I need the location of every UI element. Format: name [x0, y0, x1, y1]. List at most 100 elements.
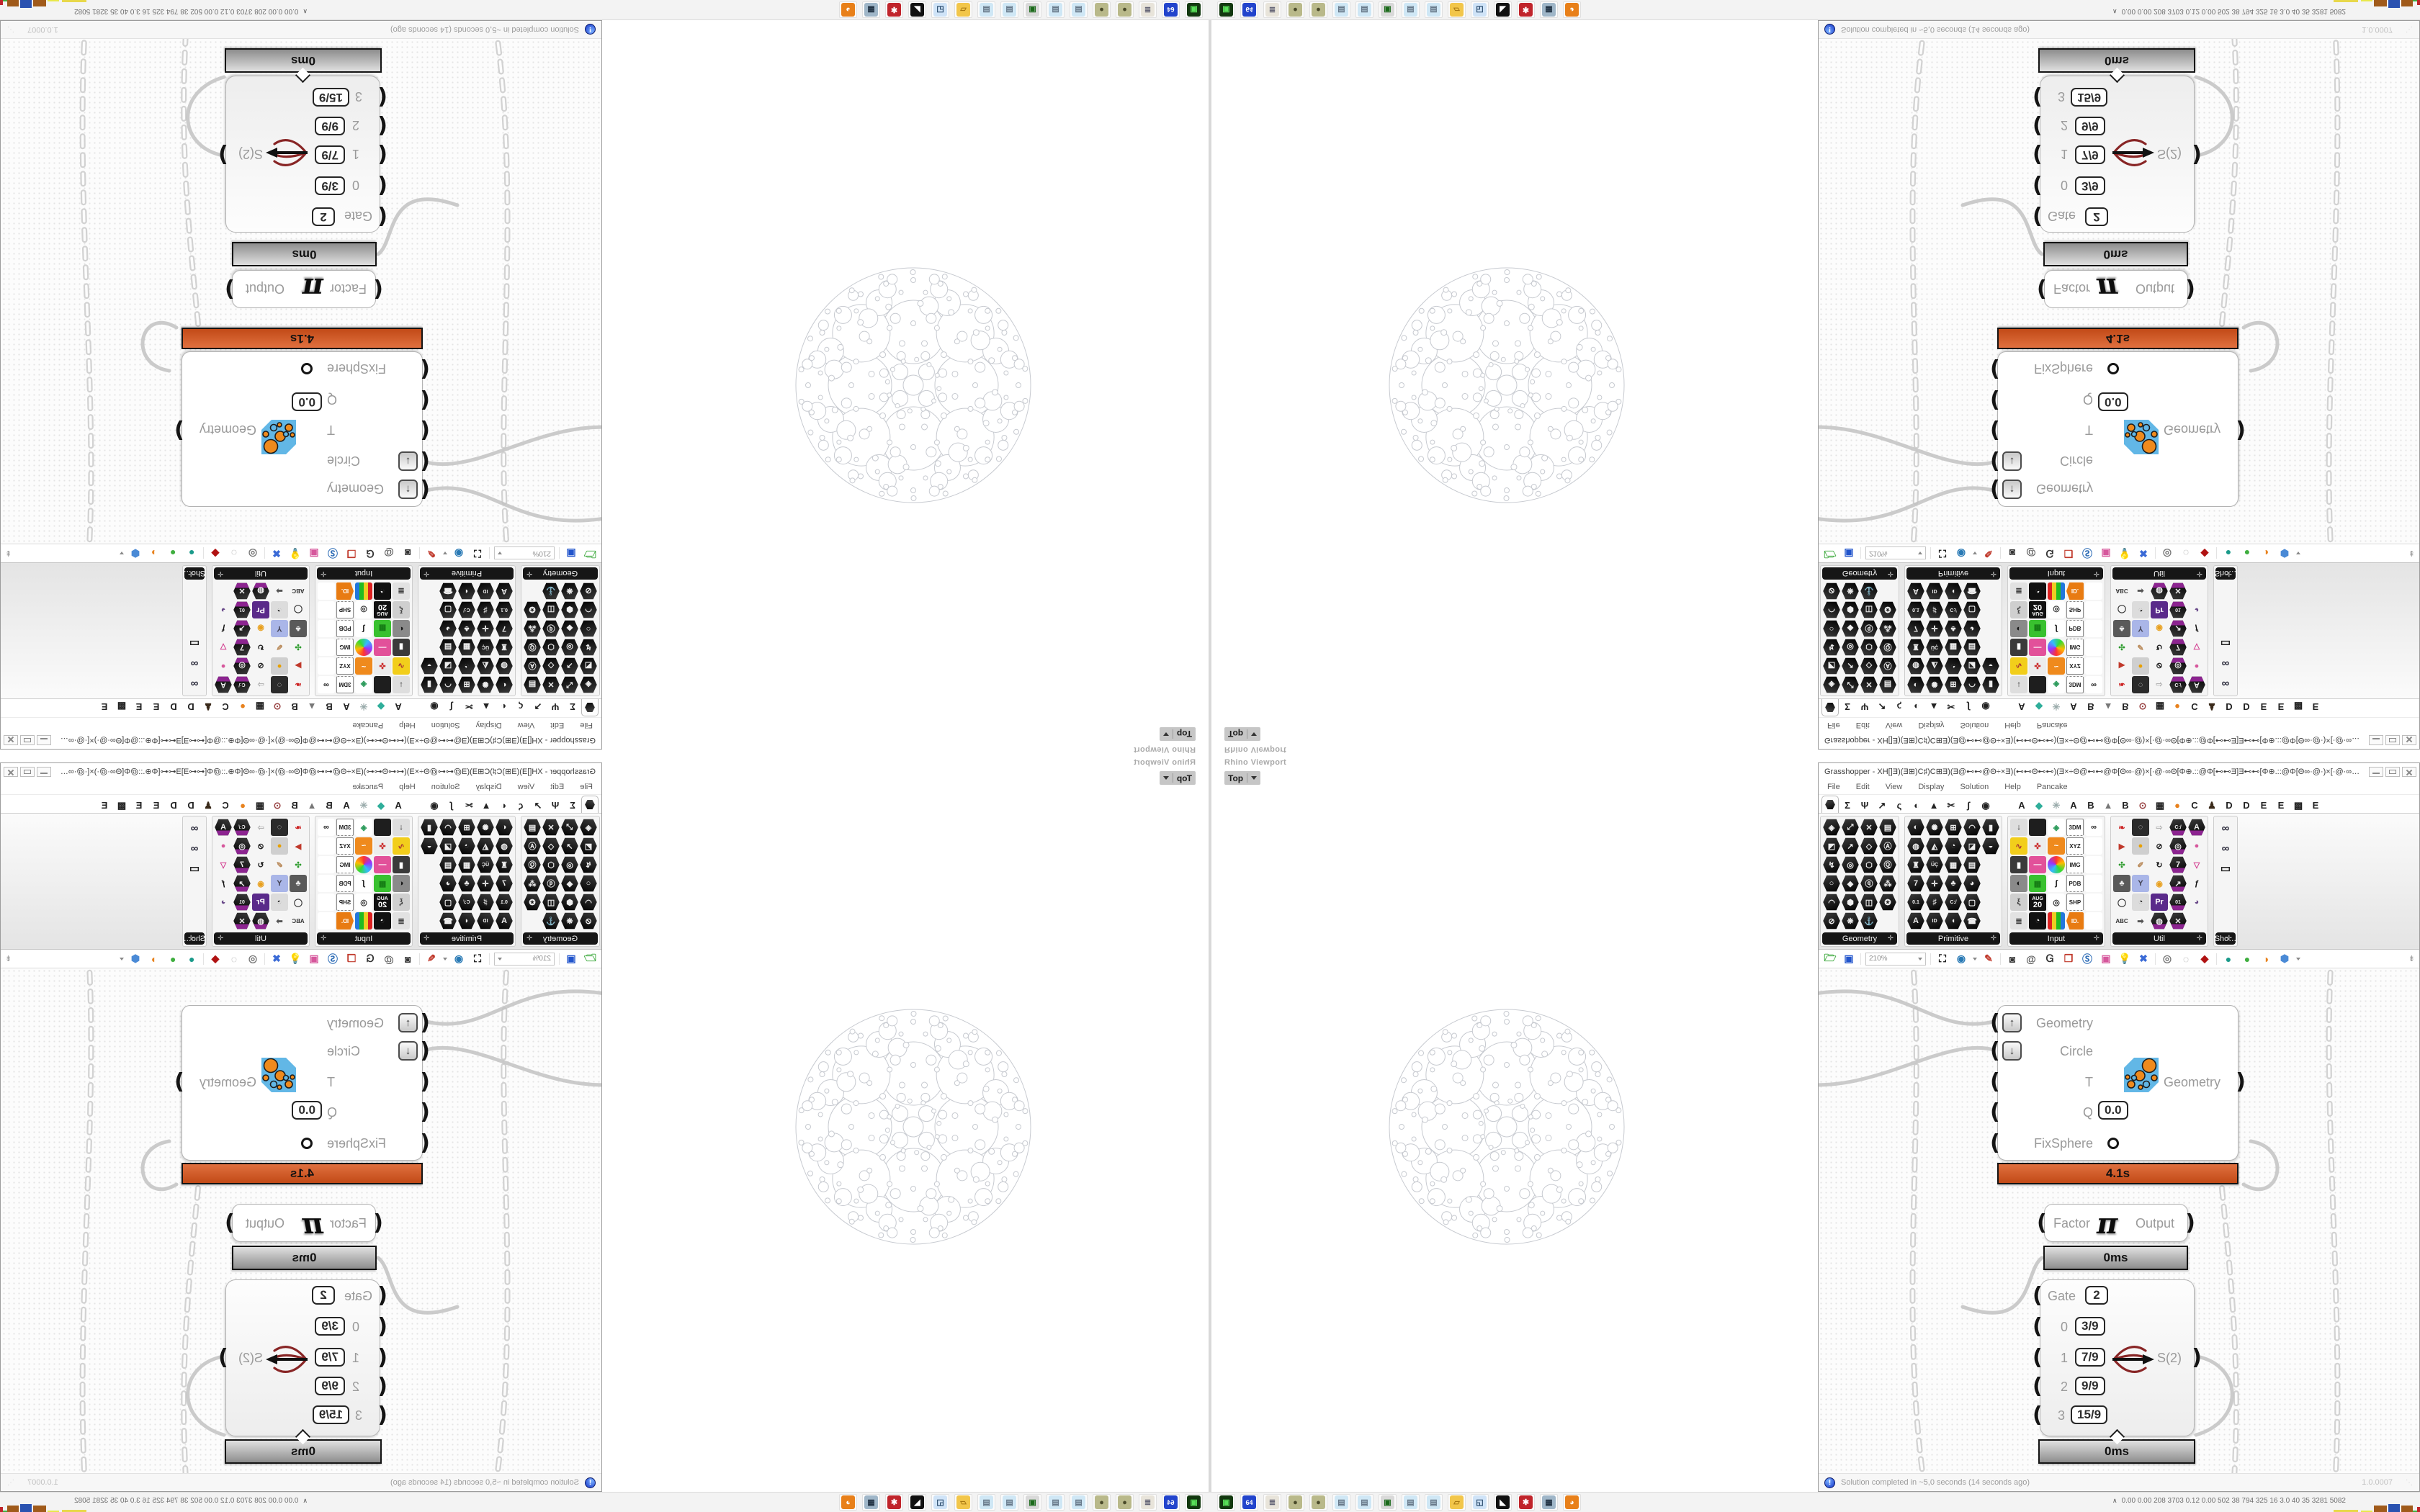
balloon-icon[interactable]: 💡 [289, 548, 302, 559]
palette-label[interactable]: Util ✛ [214, 932, 308, 945]
component-icon[interactable]: A [215, 676, 232, 693]
ribbon-tab-E[interactable]: E [2260, 701, 2267, 712]
internalise-up-icon[interactable]: ↑ [398, 1013, 418, 1032]
palette-expand-icon[interactable]: ✛ [1990, 935, 1996, 942]
ribbon-tab-flower[interactable]: ✳ [359, 799, 368, 811]
component-icon[interactable]: Ⓐ [1879, 837, 1896, 855]
taskbar-firefox-icon[interactable]: ◕ [1563, 1494, 1581, 1511]
palette-expand-icon[interactable]: ✛ [1887, 570, 1894, 577]
component-icon[interactable] [355, 912, 372, 930]
component-icon[interactable]: ♯ [477, 601, 494, 618]
ribbon-tab-orange-dot[interactable]: ● [240, 701, 246, 712]
save-file-icon[interactable]: ▣ [566, 953, 576, 964]
extract-down-icon[interactable]: ↓ [2002, 451, 2022, 471]
maximize-button[interactable] [2385, 766, 2400, 777]
component-icon[interactable]: ⤢ [561, 819, 578, 836]
component-icon[interactable]: ◐ [496, 819, 513, 836]
orange-sphere-icon[interactable]: ◑ [151, 547, 158, 559]
palette-label[interactable]: Sho… ✛ [184, 932, 205, 945]
component-icon[interactable]: ✛ [1926, 620, 1943, 637]
fixsphere-component[interactable]: ( ( ( ( ( ) ↑ ↓ Geometry Circle T Q FixS… [174, 351, 430, 507]
component-icon[interactable]: ⁂ [1879, 620, 1896, 637]
gem-icon[interactable]: ◆ [211, 953, 220, 964]
resize-grip[interactable]: ⋱ [6, 1478, 14, 1487]
component-icon[interactable]: C:/ [1945, 894, 1962, 911]
component-icon[interactable]: ◎ [561, 639, 578, 656]
input-socket[interactable]: ( [1990, 449, 2000, 474]
orange-sphere-icon[interactable]: ◑ [2262, 547, 2269, 559]
taskbar-red-gear-icon[interactable]: ✱ [885, 1494, 903, 1511]
palette-label[interactable]: Geometry ✛ [523, 932, 598, 945]
palette-label[interactable]: Sho… ✛ [2215, 567, 2236, 580]
component-icon[interactable]: ƒ [220, 624, 226, 633]
toolbar-overflow-icon[interactable]: ⇟ [2408, 955, 2415, 963]
component-icon[interactable] [318, 657, 335, 675]
preview-eye-icon[interactable]: ◉ [454, 548, 464, 559]
component-icon[interactable]: AUG 20 [374, 894, 391, 911]
component-icon[interactable]: ◠ [1823, 601, 1840, 618]
maximize-button[interactable] [20, 735, 35, 746]
green-sphere-icon[interactable]: ● [2244, 547, 2251, 559]
component-icon[interactable]: ↻ [257, 642, 264, 652]
component-icon[interactable]: ▦ [374, 875, 391, 892]
component-icon[interactable]: ABC [2115, 588, 2128, 595]
component-icon[interactable]: 7 [233, 639, 251, 656]
stream-value-chip[interactable]: 3/9 [2075, 176, 2105, 195]
component-icon[interactable]: ▮ [421, 819, 438, 836]
component-icon[interactable]: ◖ [458, 582, 475, 600]
component-icon[interactable]: ◭ [1926, 837, 1943, 855]
component-icon[interactable]: — [2029, 639, 2046, 656]
zoom-dropdown[interactable]: 210% [494, 546, 555, 560]
input-socket[interactable]: ( [377, 1345, 387, 1370]
menu-item-edit[interactable]: Edit [1855, 721, 1870, 729]
component-icon[interactable]: ✕ [2169, 912, 2187, 930]
component-icon[interactable]: ⊞ [1945, 676, 1962, 693]
stream-value-chip[interactable]: 7/9 [315, 145, 345, 164]
minimize-button[interactable] [2369, 766, 2383, 777]
component-icon[interactable]: 7 [233, 856, 251, 873]
blue-hex-icon[interactable]: ⬢ [130, 548, 140, 559]
component-icon[interactable]: ◐ [393, 875, 410, 892]
component-icon[interactable]: ↯ [1823, 856, 1840, 873]
component-icon[interactable]: ✜ [374, 837, 391, 855]
component-icon[interactable]: ◐ [393, 620, 410, 637]
ribbon-tab-params-hexagon[interactable] [1821, 699, 1839, 716]
component-icon[interactable]: ▭ [2220, 637, 2231, 649]
component-icon[interactable]: ▶ [295, 661, 302, 670]
component-icon[interactable] [2029, 676, 2046, 693]
component-icon[interactable]: C:/ [2169, 819, 2187, 836]
taskbar-ball-icon[interactable]: ● [1093, 1494, 1111, 1511]
menu-item-solution[interactable]: Solution [431, 721, 460, 729]
menu-item-pancake[interactable]: Pancake [352, 783, 384, 791]
component-icon[interactable]: Y [2132, 875, 2149, 892]
component-icon[interactable]: ✺ [477, 676, 494, 693]
taskbar-display-settings-icon[interactable]: ◱ [931, 1, 949, 18]
component-icon[interactable]: ◐ [1907, 819, 1924, 836]
component-icon[interactable]: ◔ [271, 894, 288, 911]
component-icon[interactable]: ◠ [439, 819, 457, 836]
package-icon[interactable]: ▣ [309, 548, 319, 559]
input-socket[interactable]: ( [2033, 1314, 2043, 1339]
component-icon[interactable]: A [2188, 819, 2205, 836]
ribbon-tab-intersect-scissors[interactable]: ✂ [465, 799, 473, 811]
stream-value-chip[interactable]: 15/9 [312, 88, 349, 107]
component-icon[interactable]: ◈ [1823, 676, 1840, 693]
blue-hex-icon[interactable]: ⬢ [2280, 953, 2290, 964]
blue-hex-icon[interactable]: ⬢ [2280, 548, 2290, 559]
component-icon[interactable]: ID. [2066, 912, 2084, 930]
jack-icon[interactable]: ✖ [272, 953, 281, 964]
component-icon[interactable]: SHP [336, 601, 354, 618]
taskbar-notepad-icon[interactable]: ▤ [1425, 1494, 1443, 1511]
ribbon-tab-grid[interactable]: ▦ [2155, 799, 2165, 811]
palette-label[interactable]: Sho… ✛ [2215, 932, 2236, 945]
input-socket[interactable]: ( [420, 1099, 430, 1125]
ribbon-tab-B[interactable]: B [326, 701, 333, 712]
ribbon-tab-D[interactable]: D [2243, 800, 2250, 811]
component-icon[interactable]: ✪ [524, 601, 541, 618]
ribbon-tab-curve[interactable]: ς [1896, 800, 1902, 811]
component-icon[interactable]: PDB [336, 875, 354, 892]
component-icon[interactable] [318, 601, 335, 618]
component-icon[interactable]: 01 [2169, 894, 2187, 911]
input-socket[interactable]: ( [377, 142, 387, 167]
ribbon-tab-E[interactable]: E [2312, 701, 2319, 712]
